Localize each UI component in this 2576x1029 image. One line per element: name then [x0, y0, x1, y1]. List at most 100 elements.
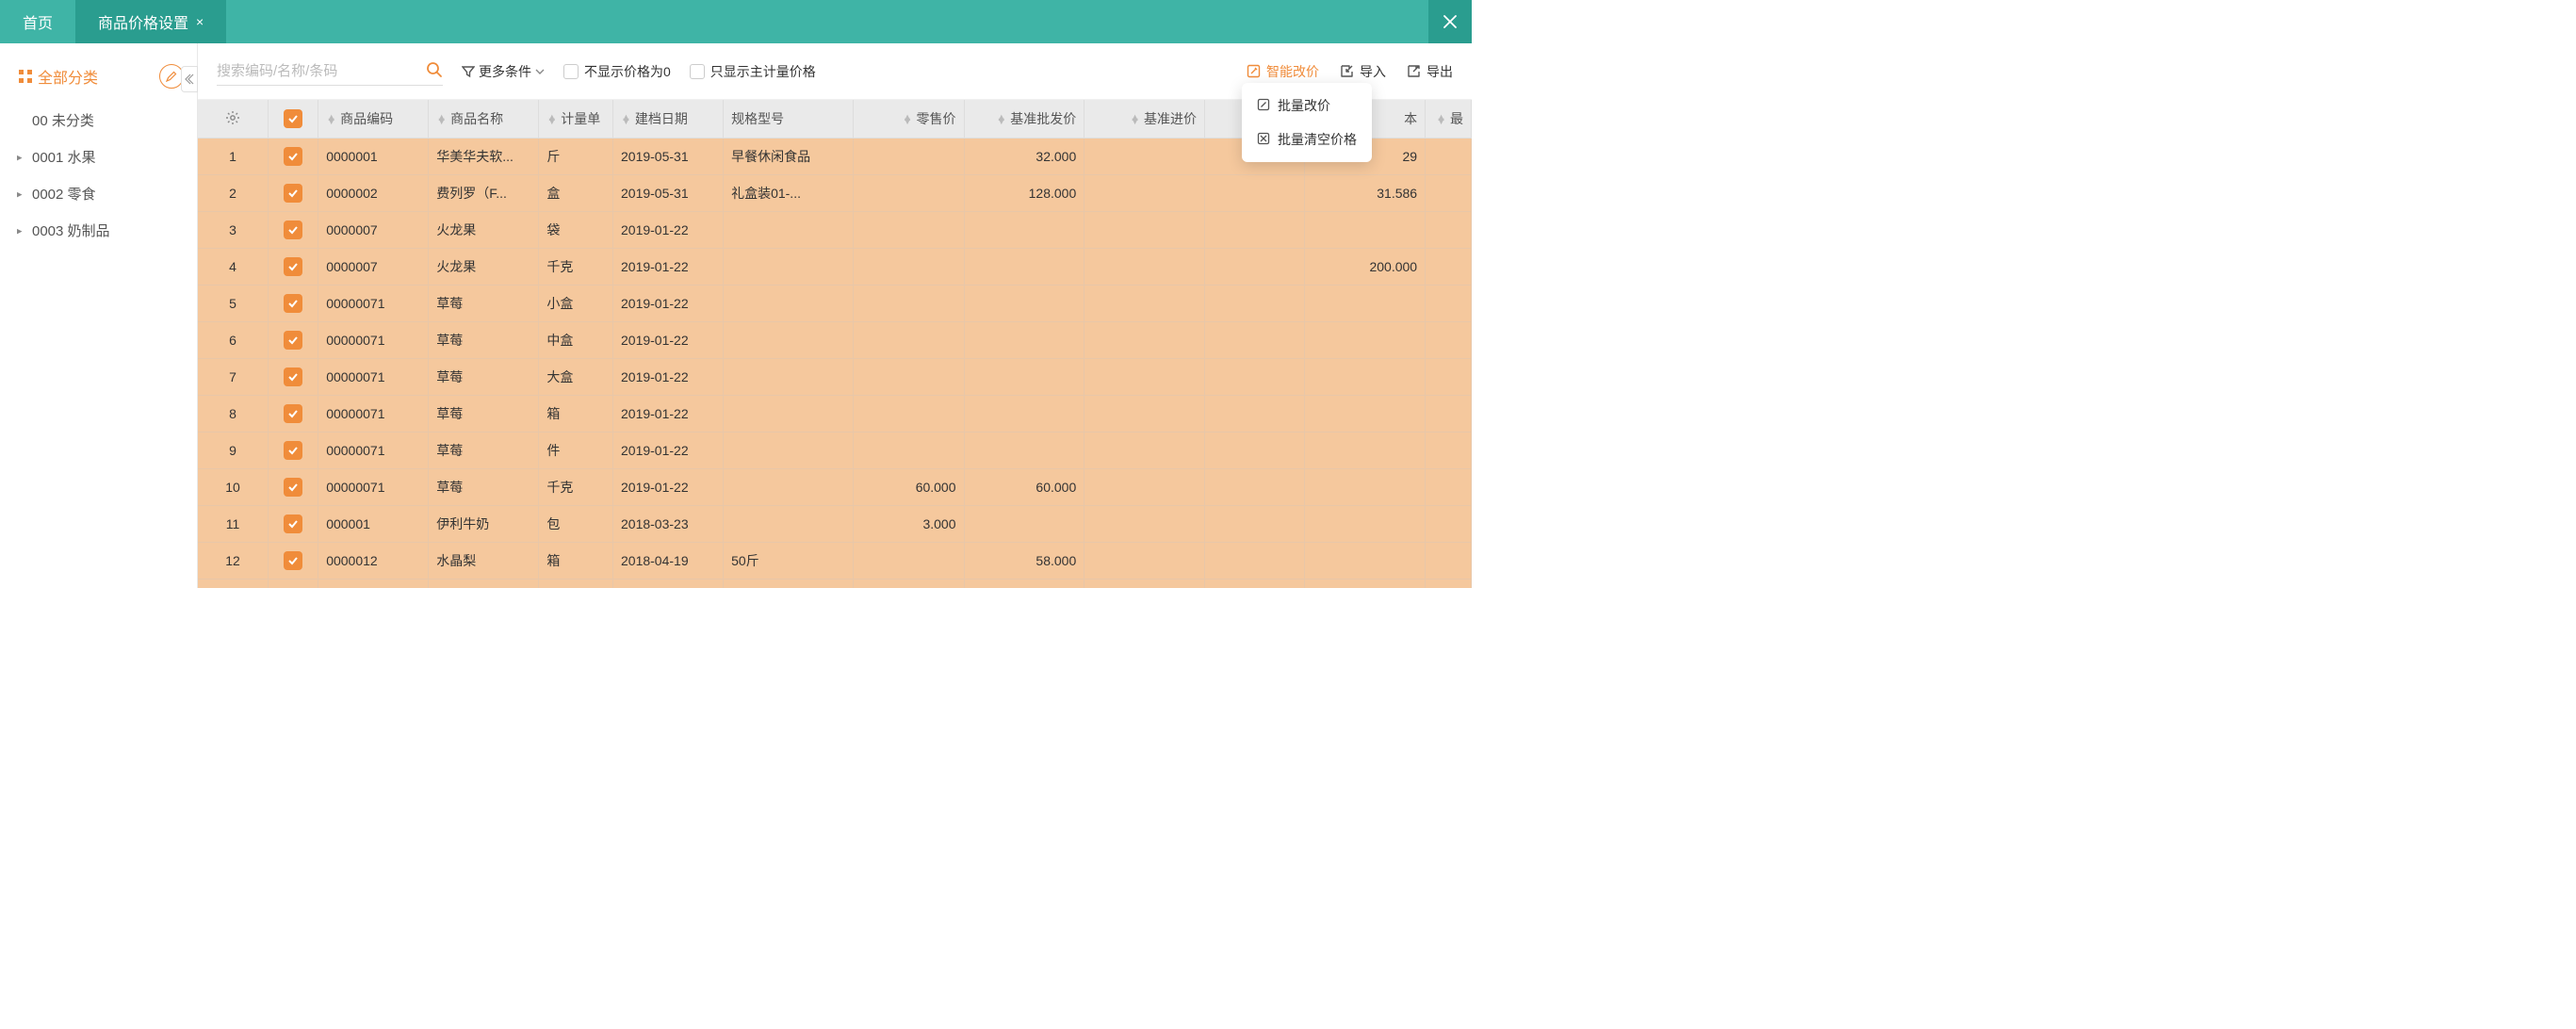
row-checkbox[interactable] [284, 441, 302, 460]
search-button[interactable] [426, 61, 443, 81]
data-table-wrap[interactable]: ▲▼商品编码▲▼商品名称▲▼计量单▲▼建档日期规格型号▲▼零售价▲▼基准批发价▲… [198, 100, 1472, 588]
table-row[interactable]: 40000007火龙果千克2019-01-22200.000 [198, 249, 1472, 286]
category-tree-item[interactable]: 00 未分类 [9, 102, 197, 139]
category-tree-item[interactable]: ▸0003 奶制品 [9, 212, 197, 249]
dropdown-item[interactable]: 批量清空价格 [1242, 122, 1372, 156]
search-input[interactable] [217, 63, 426, 79]
row-checkbox[interactable] [284, 331, 302, 350]
column-header-min[interactable]: ▲▼最 [1426, 100, 1472, 139]
cell-date: 2019-01-22 [613, 249, 724, 286]
table-row[interactable]: 1000000071草莓千克2019-01-2260.00060.000 [198, 469, 1472, 506]
table-row[interactable]: 700000071草莓大盒2019-01-22 [198, 359, 1472, 396]
cell-min [1426, 139, 1472, 175]
tab-active[interactable]: 商品价格设置× [75, 0, 226, 43]
select-all-checkbox[interactable] [284, 109, 302, 128]
cell-unit: 箱 [539, 543, 613, 580]
cell-wholesale [964, 433, 1084, 469]
cell-wholesale [964, 249, 1084, 286]
cell-cost [1305, 212, 1426, 249]
export-dropdown: 批量改价批量清空价格 [1242, 83, 1372, 162]
column-header-name[interactable]: ▲▼商品名称 [429, 100, 539, 139]
tab-close-icon[interactable]: × [196, 14, 204, 29]
table-row[interactable]: 600000071草莓中盒2019-01-22 [198, 322, 1472, 359]
cell-min [1426, 322, 1472, 359]
cell-cost: 200.000 [1305, 249, 1426, 286]
only-main-unit-checkbox[interactable]: 只显示主计量价格 [690, 62, 816, 81]
cell-ref [1204, 433, 1304, 469]
row-checkbox[interactable] [284, 368, 302, 386]
row-checkbox[interactable] [284, 294, 302, 313]
column-header-wholesale[interactable]: ▲▼基准批发价 [964, 100, 1084, 139]
table-row[interactable]: 20000002费列罗（F...盒2019-05-31礼盒装01-...128.… [198, 175, 1472, 212]
cell-spec [724, 396, 854, 433]
hide-zero-price-checkbox[interactable]: 不显示价格为0 [563, 62, 671, 81]
cell-retail [854, 139, 964, 175]
table-row[interactable]: 800000071草莓箱2019-01-22 [198, 396, 1472, 433]
category-tree-item[interactable]: ▸0001 水果 [9, 139, 197, 175]
row-checkbox[interactable] [284, 404, 302, 423]
more-conditions-button[interactable]: 更多条件 [462, 62, 545, 81]
column-label: 规格型号 [731, 111, 784, 126]
hide-zero-price-label: 不显示价格为0 [584, 62, 671, 81]
cell-index: 13 [198, 580, 269, 589]
cell-name: 水晶梨 [429, 543, 539, 580]
column-header-code[interactable]: ▲▼商品编码 [318, 100, 429, 139]
column-header-unit[interactable]: ▲▼计量单 [539, 100, 613, 139]
cell-code: 0000001 [318, 139, 429, 175]
sidebar-collapse-button[interactable] [181, 66, 198, 92]
cell-wholesale: 58.000 [964, 543, 1084, 580]
column-header-index [198, 100, 269, 139]
cell-ref [1204, 249, 1304, 286]
tabbar-close-button[interactable] [1428, 0, 1472, 43]
category-sidebar: 全部分类 00 未分类▸0001 水果▸0002 零食▸0003 奶制品 [0, 43, 198, 588]
cell-code: 0000002 [318, 175, 429, 212]
row-checkbox[interactable] [284, 551, 302, 570]
table-row[interactable]: 900000071草莓件2019-01-22 [198, 433, 1472, 469]
only-main-unit-label: 只显示主计量价格 [710, 62, 816, 81]
cell-wholesale [964, 580, 1084, 589]
cell-purchase [1084, 175, 1205, 212]
export-button[interactable]: 导出 [1407, 62, 1453, 81]
column-header-purchase[interactable]: ▲▼基准进价 [1084, 100, 1205, 139]
table-row[interactable]: 130000013富士苹果箱2018-08-29 [198, 580, 1472, 589]
column-label: 商品名称 [450, 111, 503, 126]
gear-icon[interactable] [225, 113, 240, 128]
category-tree-item[interactable]: ▸0002 零食 [9, 175, 197, 212]
row-checkbox[interactable] [284, 184, 302, 203]
cell-date: 2019-01-22 [613, 359, 724, 396]
cell-wholesale: 128.000 [964, 175, 1084, 212]
dropdown-item[interactable]: 批量改价 [1242, 89, 1372, 122]
cell-check [269, 580, 318, 589]
import-button[interactable]: 导入 [1340, 62, 1386, 81]
cell-cost [1305, 359, 1426, 396]
cell-retail [854, 175, 964, 212]
cell-code: 00000071 [318, 286, 429, 322]
cell-date: 2018-03-23 [613, 506, 724, 543]
row-checkbox[interactable] [284, 257, 302, 276]
row-checkbox[interactable] [284, 147, 302, 166]
row-checkbox[interactable] [284, 514, 302, 533]
clear-icon [1257, 132, 1270, 148]
cell-check [269, 175, 318, 212]
category-label: 0001 水果 [32, 150, 96, 166]
cell-cost [1305, 396, 1426, 433]
column-header-retail[interactable]: ▲▼零售价 [854, 100, 964, 139]
cell-code: 0000007 [318, 212, 429, 249]
tab-item[interactable]: 首页 [0, 0, 75, 43]
row-checkbox[interactable] [284, 220, 302, 239]
smart-price-button[interactable]: 智能改价 [1247, 62, 1319, 81]
row-checkbox[interactable] [284, 478, 302, 497]
column-header-date[interactable]: ▲▼建档日期 [613, 100, 724, 139]
table-row[interactable]: 500000071草莓小盒2019-01-22 [198, 286, 1472, 322]
pencil-icon [166, 71, 177, 82]
cell-date: 2019-01-22 [613, 212, 724, 249]
category-label: 0002 零食 [32, 187, 96, 203]
table-row[interactable]: 11000001伊利牛奶包2018-03-233.000 [198, 506, 1472, 543]
cell-unit: 盒 [539, 175, 613, 212]
table-row[interactable]: 120000012水晶梨箱2018-04-1950斤58.000 [198, 543, 1472, 580]
sidebar-title[interactable]: 全部分类 [38, 65, 159, 88]
table-row[interactable]: 30000007火龙果袋2019-01-22 [198, 212, 1472, 249]
import-label: 导入 [1360, 62, 1386, 81]
cell-check [269, 322, 318, 359]
cell-index: 5 [198, 286, 269, 322]
